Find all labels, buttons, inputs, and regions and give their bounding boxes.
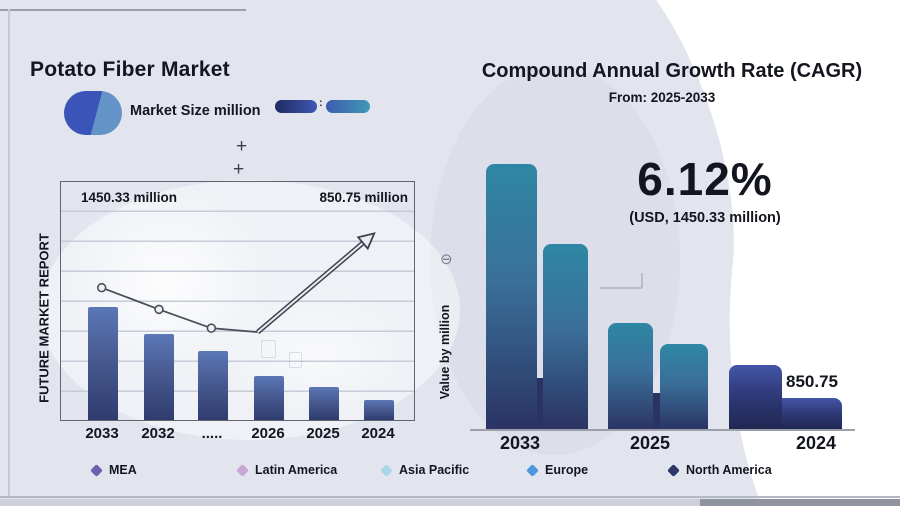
- x-axis-label: .....: [201, 425, 223, 442]
- diamond-icon: [380, 463, 393, 477]
- cagr-usd-note: (USD, 1450.33 million): [629, 210, 781, 226]
- cagr-bar-joint: [653, 393, 660, 430]
- region-legend: MEA Latin America Asia Pacific Europe No…: [0, 463, 900, 483]
- cagr-annotation: 850.75: [786, 372, 838, 391]
- market-size-x-axis: 2033 2032..... 2026 2025 2024: [60, 425, 415, 445]
- legend-item-north-america: North America: [667, 463, 772, 477]
- watermark-doc-icon: [289, 352, 302, 368]
- cylinder-icon: [64, 91, 122, 135]
- diamond-icon: [526, 463, 539, 477]
- cagr-value: 6.12%: [637, 153, 773, 205]
- cagr-bar-2024-2: [782, 398, 842, 430]
- market-size-bars: [61, 182, 414, 420]
- plus-icon: +: [236, 136, 248, 157]
- cagr-year-label: 2033: [499, 433, 541, 453]
- pill-icon-teal: [326, 100, 370, 113]
- market-size-bar-2024: [364, 400, 394, 420]
- market-size-bar-2032: [144, 334, 174, 420]
- frame-bottom-strip: [0, 499, 700, 506]
- legend-item-latin-america: Latin America: [236, 463, 338, 477]
- end-value-label: 850.75 million: [319, 190, 408, 205]
- cagr-axis-line: [470, 429, 855, 431]
- minus-circle-icon: ⊖: [440, 251, 453, 268]
- watermark-text: FUTURE MARKET REPORT: [36, 233, 52, 403]
- plus-icon: +: [233, 159, 245, 180]
- x-axis-label: 2033: [85, 425, 119, 442]
- series-label: Market Size million: [130, 103, 261, 119]
- diamond-icon: [90, 463, 103, 477]
- cagr-title: Compound Annual Growth Rate (CAGR): [481, 60, 863, 82]
- cagr-year-label: 2025: [629, 433, 671, 453]
- legend-item-europe: Europe: [526, 463, 589, 477]
- trend-line-arrow: [96, 232, 376, 334]
- cagr-bar-joint: [537, 378, 543, 430]
- cagr-bar-2033-2: [543, 244, 588, 430]
- x-axis-label: 2026: [251, 425, 285, 442]
- x-axis-label: 2024: [361, 425, 395, 442]
- market-size-bar-2025: [309, 387, 339, 420]
- cagr-year-label: 2024: [795, 433, 837, 453]
- cagr-bar-2025-1: [608, 323, 653, 430]
- cagr-bar-2025-2: [660, 344, 708, 430]
- cagr-subtitle: From: 2025-2033: [608, 90, 716, 105]
- frame-bottom-strip-dark: [700, 499, 900, 506]
- x-axis-label: 2032: [141, 425, 175, 442]
- value-axis-label: Value by million: [438, 304, 452, 400]
- cagr-bar-2024-1: [729, 365, 782, 430]
- legend-label: Latin America: [255, 463, 338, 477]
- legend-item-mea: MEA: [90, 463, 137, 477]
- legend-label: North America: [686, 463, 772, 477]
- market-size-bar-.....: [198, 351, 228, 420]
- corner-bracket-line: [600, 287, 642, 289]
- pill-separator: :: [319, 97, 323, 109]
- page-title: Potato Fiber Market: [30, 58, 230, 81]
- market-size-bar-2033: [88, 307, 118, 420]
- corner-bracket-line: [641, 273, 643, 288]
- x-axis-label: 2025: [306, 425, 340, 442]
- cagr-bar-2033-1: [486, 164, 537, 430]
- diamond-icon: [667, 463, 680, 477]
- market-size-chart: 1450.33 million 850.75 million: [60, 181, 415, 421]
- market-size-bar-2026: [254, 376, 284, 420]
- diamond-icon: [236, 463, 249, 477]
- frame-left-line: [8, 9, 10, 498]
- frame-bottom-line: [0, 496, 900, 498]
- legend-label: Asia Pacific: [399, 463, 470, 477]
- legend-label: MEA: [109, 463, 137, 477]
- watermark-doc-icon: [261, 340, 276, 358]
- start-value-label: 1450.33 million: [81, 190, 178, 205]
- legend-item-asia-pacific: Asia Pacific: [380, 463, 470, 477]
- legend-label: Europe: [545, 463, 589, 477]
- frame-top-line: [0, 9, 246, 11]
- pill-icon-dark: [275, 100, 317, 113]
